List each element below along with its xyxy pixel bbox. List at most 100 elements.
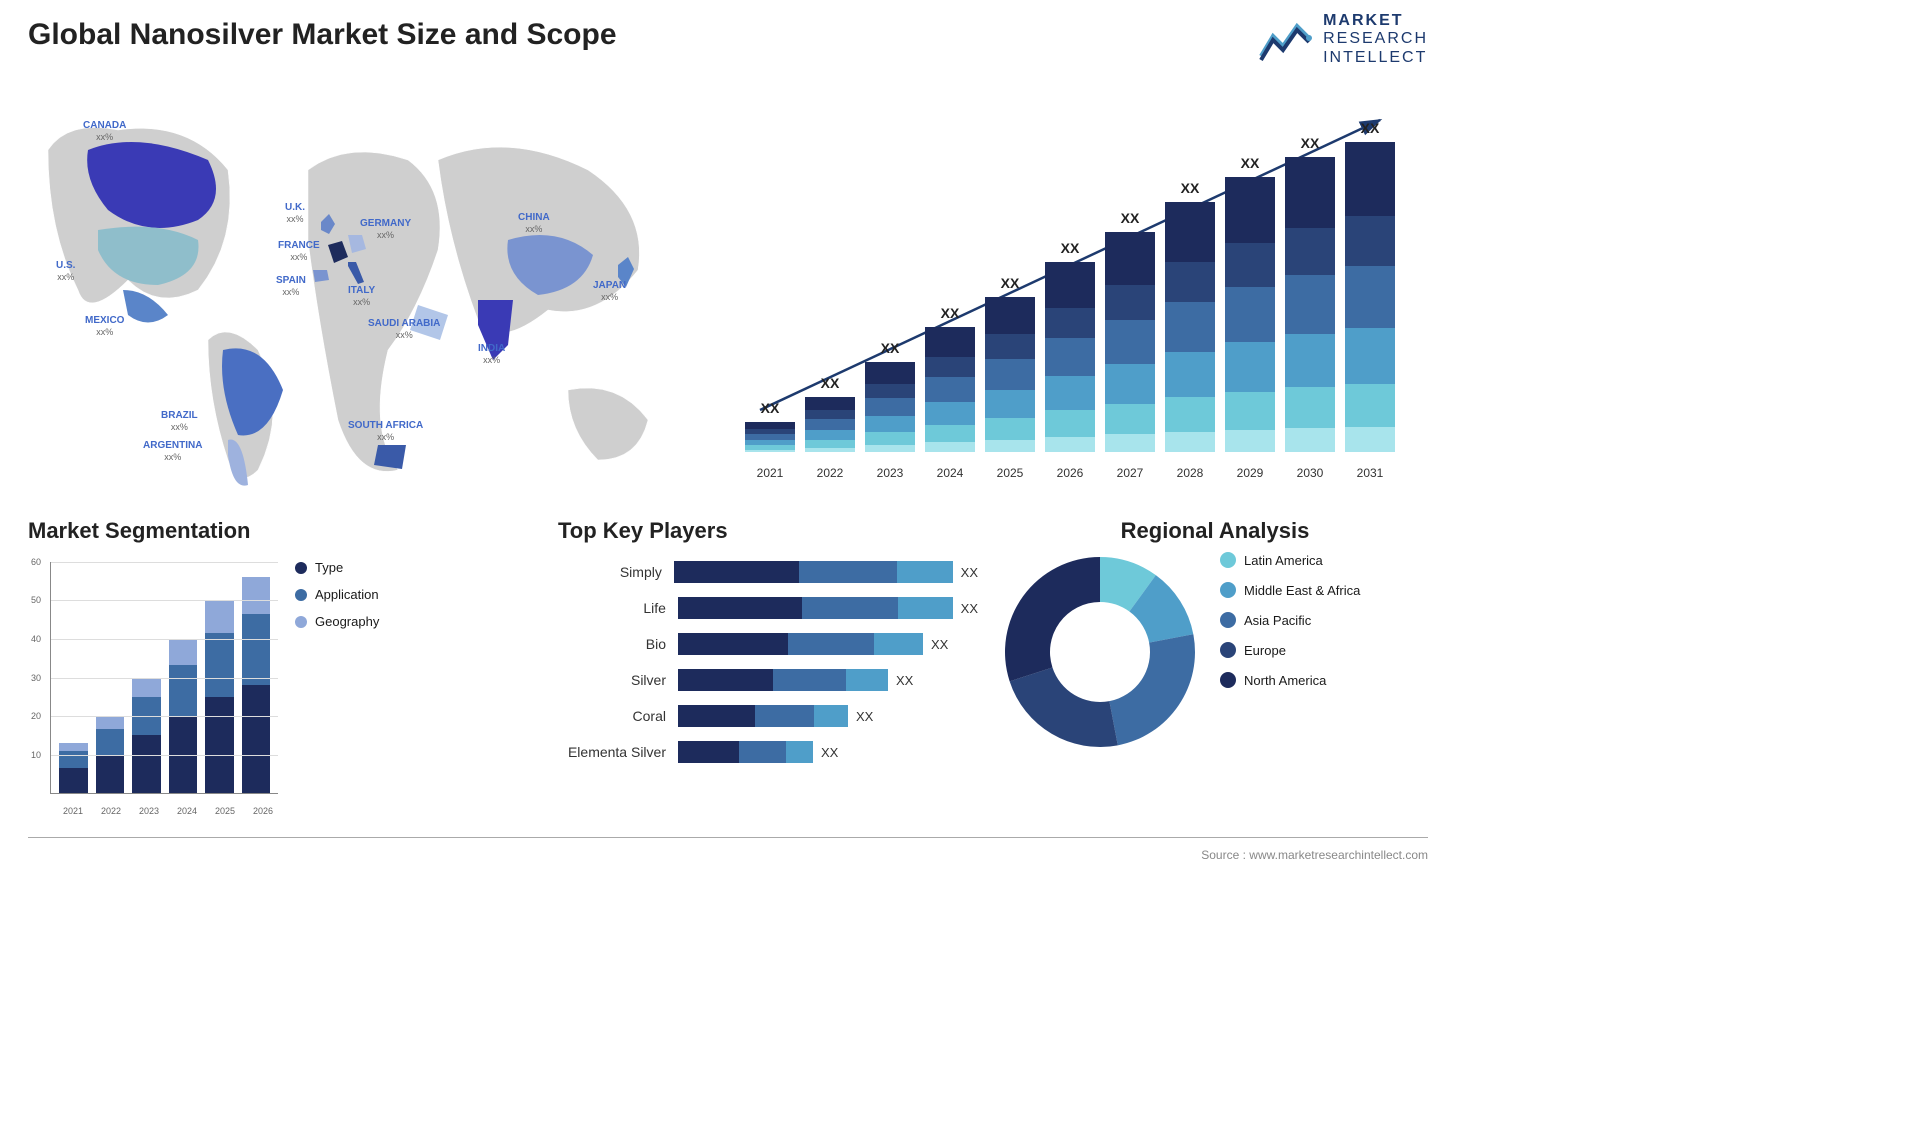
key-player-row: Silver XX xyxy=(558,666,978,694)
key-player-value: XX xyxy=(821,745,838,760)
bar-top-label: XX xyxy=(941,305,960,323)
legend-item: Geography xyxy=(295,614,379,629)
key-player-label: Life xyxy=(558,600,678,616)
segmentation-chart: 102030405060 202120222023202420252026 xyxy=(28,556,278,816)
seg-ytick: 30 xyxy=(31,673,41,683)
market-size-chart: XXXXXXXXXXXXXXXXXXXXXX 20212022202320242… xyxy=(740,90,1400,480)
map-label: SPAINxx% xyxy=(276,275,306,298)
donut-slice xyxy=(1109,634,1195,745)
regional-donut-chart xyxy=(1000,552,1200,752)
bar-top-label: XX xyxy=(1241,155,1260,173)
main-chart-xtick: 2030 xyxy=(1285,466,1335,480)
seg-bar xyxy=(242,577,271,793)
main-chart-xtick: 2029 xyxy=(1225,466,1275,480)
map-label: CHINAxx% xyxy=(518,212,550,235)
footer-divider xyxy=(28,837,1428,838)
seg-ytick: 10 xyxy=(31,750,41,760)
legend-item: Asia Pacific xyxy=(1220,612,1360,628)
map-label: ITALYxx% xyxy=(348,285,375,308)
key-player-value: XX xyxy=(961,565,978,580)
seg-xtick: 2026 xyxy=(248,806,278,816)
main-chart-bar: XX xyxy=(1105,210,1155,452)
key-player-value: XX xyxy=(896,673,913,688)
seg-ytick: 40 xyxy=(31,634,41,644)
donut-slice xyxy=(1005,557,1100,681)
seg-bar xyxy=(59,743,88,793)
legend-item: North America xyxy=(1220,672,1360,688)
map-label: CANADAxx% xyxy=(83,120,126,143)
map-label: GERMANYxx% xyxy=(360,218,411,241)
segmentation-legend: Type Application Geography xyxy=(295,560,379,641)
page-title: Global Nanosilver Market Size and Scope xyxy=(28,18,617,52)
seg-xtick: 2022 xyxy=(96,806,126,816)
key-player-value: XX xyxy=(961,601,978,616)
bar-top-label: XX xyxy=(1061,240,1080,258)
regional-title: Regional Analysis xyxy=(1000,518,1430,544)
bar-top-label: XX xyxy=(1361,120,1380,138)
seg-xtick: 2024 xyxy=(172,806,202,816)
seg-xtick: 2023 xyxy=(134,806,164,816)
main-chart-xtick: 2031 xyxy=(1345,466,1395,480)
logo-line3: INTELLECT xyxy=(1323,49,1428,67)
brand-logo: MARKET RESEARCH INTELLECT xyxy=(1259,12,1428,67)
map-label: SOUTH AFRICAxx% xyxy=(348,420,423,443)
legend-item: Latin America xyxy=(1220,552,1360,568)
key-player-row: SimplyXX xyxy=(558,558,978,586)
main-chart-xtick: 2023 xyxy=(865,466,915,480)
key-players-title: Top Key Players xyxy=(558,518,978,544)
main-chart-bar: XX xyxy=(745,400,795,452)
main-chart-xtick: 2021 xyxy=(745,466,795,480)
key-player-value: XX xyxy=(856,709,873,724)
main-chart-xtick: 2026 xyxy=(1045,466,1095,480)
legend-item: Middle East & Africa xyxy=(1220,582,1360,598)
map-label: MEXICOxx% xyxy=(85,315,124,338)
map-label: SAUDI ARABIAxx% xyxy=(368,318,440,341)
bar-top-label: XX xyxy=(1001,275,1020,293)
main-chart-bar: XX xyxy=(1045,240,1095,452)
bar-top-label: XX xyxy=(1121,210,1140,228)
regional-legend: Latin America Middle East & Africa Asia Pa… xyxy=(1220,552,1360,702)
map-label: ARGENTINAxx% xyxy=(143,440,202,463)
bar-top-label: XX xyxy=(761,400,780,418)
world-map: CANADAxx%U.S.xx%MEXICOxx%BRAZILxx%ARGENT… xyxy=(28,90,698,500)
seg-ytick: 20 xyxy=(31,711,41,721)
seg-bar xyxy=(205,601,234,794)
logo-line2: RESEARCH xyxy=(1323,30,1428,48)
source-text: Source : www.marketresearchintellect.com xyxy=(1201,848,1428,862)
map-label: JAPANxx% xyxy=(593,280,626,303)
map-label: U.K.xx% xyxy=(285,202,305,225)
main-chart-bar: XX xyxy=(1285,135,1335,452)
map-label: INDIAxx% xyxy=(478,343,505,366)
bar-top-label: XX xyxy=(1301,135,1320,153)
key-player-row: CoralXX xyxy=(558,702,978,730)
seg-ytick: 60 xyxy=(31,557,41,567)
legend-item: Type xyxy=(295,560,379,575)
main-chart-xtick: 2028 xyxy=(1165,466,1215,480)
main-chart-bar: XX xyxy=(1165,180,1215,452)
legend-item: Application xyxy=(295,587,379,602)
donut-slice xyxy=(1010,667,1118,747)
main-chart-xtick: 2027 xyxy=(1105,466,1155,480)
key-player-label: Elementa Silver xyxy=(558,744,678,760)
key-players-section: Top Key Players SimplyXXLifeXXBioXXSilve… xyxy=(558,518,978,774)
main-chart-xtick: 2024 xyxy=(925,466,975,480)
key-player-label: Bio xyxy=(558,636,678,652)
key-player-label: Silver xyxy=(558,672,678,688)
bar-top-label: XX xyxy=(821,375,840,393)
main-chart-bar: XX xyxy=(865,340,915,452)
regional-section: Regional Analysis Latin America Middle Ea… xyxy=(1000,518,1430,752)
main-chart-bar: XX xyxy=(1225,155,1275,452)
key-player-row: Elementa Silver XX xyxy=(558,738,978,766)
map-label: U.S.xx% xyxy=(56,260,75,283)
main-chart-bar: XX xyxy=(1345,120,1395,452)
key-player-row: Life XX xyxy=(558,594,978,622)
key-player-value: XX xyxy=(931,637,948,652)
main-chart-bar: XX xyxy=(805,375,855,452)
seg-ytick: 50 xyxy=(31,595,41,605)
bar-top-label: XX xyxy=(1181,180,1200,198)
main-chart-xtick: 2025 xyxy=(985,466,1035,480)
main-chart-bar: XX xyxy=(925,305,975,452)
bar-top-label: XX xyxy=(881,340,900,358)
segmentation-section: Market Segmentation 102030405060 2021202… xyxy=(28,518,448,816)
seg-xtick: 2025 xyxy=(210,806,240,816)
